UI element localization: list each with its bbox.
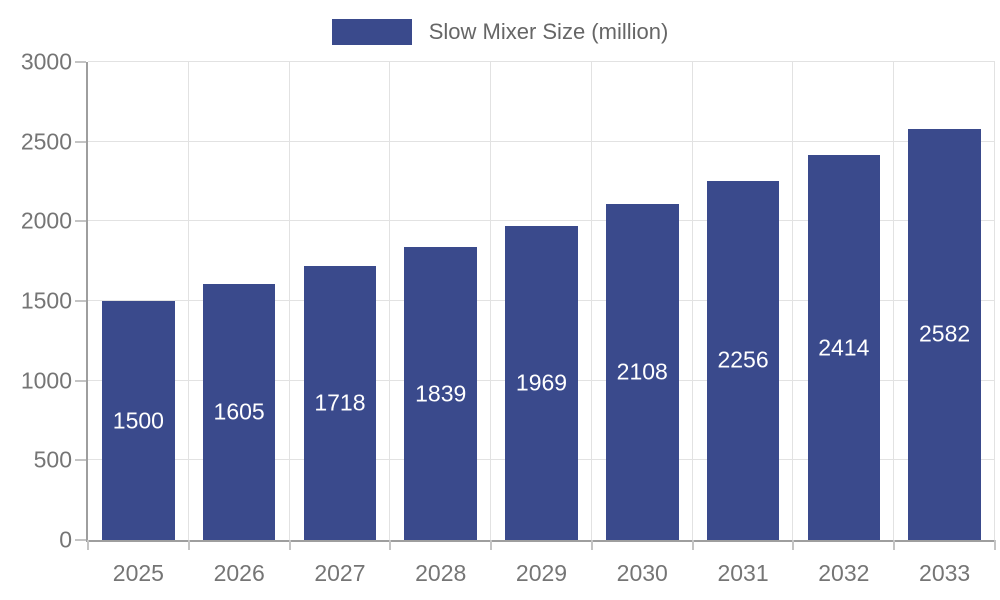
legend-swatch xyxy=(331,19,412,45)
plot-area: 1500 1605 1718 1839 1969 2108 2256 2414 2582 xyxy=(86,61,995,542)
gridline-vertical xyxy=(187,62,189,540)
x-axis-tick-label: 2027 xyxy=(314,560,366,586)
y-axis-tick-label: 1500 xyxy=(20,287,72,314)
gridline-vertical xyxy=(590,62,592,540)
x-axis-tick-mark xyxy=(187,540,190,550)
y-axis-tick-label: 500 xyxy=(33,446,72,473)
y-axis-tick-label: 2000 xyxy=(20,207,72,234)
bar-2031[interactable]: 2256 xyxy=(706,180,780,540)
x-axis: 2025 2026 2027 2028 2029 2030 2031 2032 2033 xyxy=(88,560,995,590)
y-axis-tick-mark xyxy=(75,459,86,462)
y-axis-tick-mark xyxy=(75,140,86,143)
gridline-vertical xyxy=(994,62,995,540)
x-axis-tick-label: 2033 xyxy=(919,560,971,586)
y-axis-tick-label: 2500 xyxy=(20,128,72,155)
y-axis-tick-mark xyxy=(75,220,86,223)
bar-2027[interactable]: 1718 xyxy=(303,266,377,540)
x-axis-tick-label: 2029 xyxy=(515,560,568,586)
x-axis-tick-mark xyxy=(590,540,593,550)
bar-2028[interactable]: 1839 xyxy=(404,247,477,540)
x-axis-tick-label: 2025 xyxy=(112,560,164,586)
y-axis: 0 500 1000 1500 2000 2500 3000 xyxy=(0,50,72,551)
bar-value-label: 1718 xyxy=(314,389,366,416)
x-axis-tick-label: 2031 xyxy=(717,560,769,586)
x-axis-tick-mark xyxy=(691,540,694,550)
x-axis-line xyxy=(86,540,995,542)
bar-2032[interactable]: 2414 xyxy=(807,155,881,540)
bar-value-label: 1500 xyxy=(112,407,164,433)
x-axis-tick-mark xyxy=(893,540,896,550)
bar-2030[interactable]: 2108 xyxy=(605,204,679,540)
bar-value-label: 2108 xyxy=(616,358,668,385)
gridline-vertical xyxy=(389,62,391,540)
x-axis-tick-mark xyxy=(994,540,996,550)
bar-value-label: 2414 xyxy=(818,334,870,361)
bar-2026[interactable]: 1605 xyxy=(202,284,276,540)
y-axis-tick-label: 0 xyxy=(59,526,72,553)
x-axis-tick-mark xyxy=(87,540,89,550)
bar-2029[interactable]: 1969 xyxy=(505,226,578,540)
legend-item[interactable]: Slow Mixer Size (million) xyxy=(0,16,1000,48)
gridline-vertical xyxy=(288,62,290,540)
x-axis-tick-mark xyxy=(490,540,493,550)
y-axis-tick-label: 3000 xyxy=(20,48,72,75)
x-axis-tick-mark xyxy=(792,540,795,550)
x-axis-tick-mark xyxy=(288,540,291,550)
y-axis-tick-mark xyxy=(75,539,86,541)
x-axis-tick-label: 2030 xyxy=(616,560,668,586)
bar-value-label: 2256 xyxy=(717,346,769,373)
bar-value-label: 1839 xyxy=(415,380,467,406)
y-axis-tick-mark xyxy=(75,61,86,63)
bar-value-label: 1605 xyxy=(213,398,265,425)
gridline-vertical xyxy=(691,62,693,540)
gridline-vertical xyxy=(490,62,492,540)
gridline-vertical xyxy=(792,62,794,540)
bar-value-label: 2582 xyxy=(919,320,971,347)
y-axis-tick-label: 1000 xyxy=(20,367,72,394)
legend-label: Slow Mixer Size (million) xyxy=(428,19,669,44)
bar-2025[interactable]: 1500 xyxy=(102,301,175,540)
gridline-horizontal xyxy=(88,140,995,142)
x-axis-tick-label: 2032 xyxy=(818,560,870,586)
y-axis-tick-mark xyxy=(75,379,86,382)
gridline-vertical xyxy=(893,62,895,540)
bar-2033[interactable]: 2582 xyxy=(908,128,981,540)
x-axis-tick-mark xyxy=(389,540,392,550)
bar-value-label: 1969 xyxy=(515,369,568,396)
gridline-horizontal xyxy=(88,61,995,62)
y-axis-tick-mark xyxy=(75,300,86,302)
gridline-horizontal xyxy=(88,220,995,222)
x-axis-tick-label: 2028 xyxy=(415,560,467,586)
y-axis-line xyxy=(86,62,88,540)
x-axis-tick-label: 2026 xyxy=(213,560,265,586)
